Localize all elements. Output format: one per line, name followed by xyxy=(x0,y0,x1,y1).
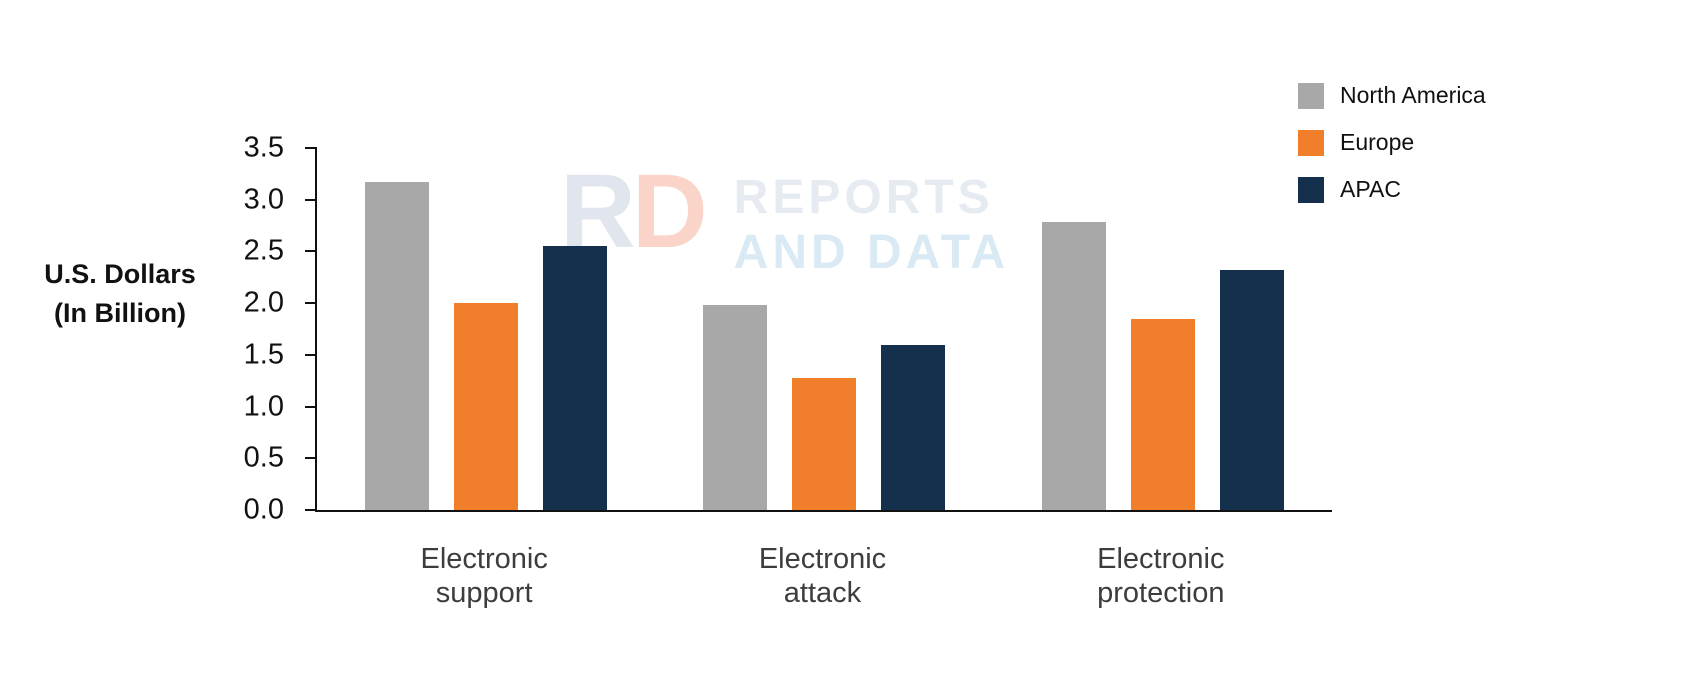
bar-north-america-electronic-support xyxy=(365,182,430,510)
legend-label-apac: APAC xyxy=(1340,176,1401,202)
y-tick-mark-2.0 xyxy=(305,302,317,305)
legend-swatch-north-america xyxy=(1298,82,1324,109)
x-axis-category-labels: Electronic support Electronic attack Elect… xyxy=(315,542,1330,610)
legend-swatch-europe xyxy=(1298,129,1324,156)
plot-area xyxy=(305,147,1332,512)
legend-item-north-america: North America xyxy=(1298,82,1486,109)
y-tick-label-0.5: 0.5 xyxy=(243,441,284,474)
legend-item-europe: Europe xyxy=(1298,129,1486,156)
bar-group-electronic-attack xyxy=(655,148,993,510)
y-tick-mark-0.0 xyxy=(305,509,317,511)
y-tick-mark-2.5 xyxy=(305,250,317,253)
bar-apac-electronic-protection xyxy=(1219,270,1284,510)
category-label-text: Electronic attack xyxy=(758,543,887,610)
y-tick-label-0.0: 0.0 xyxy=(243,493,284,526)
bar-north-america-electronic-attack xyxy=(703,305,768,510)
y-tick-mark-3.0 xyxy=(305,198,317,201)
y-tick-label-2.0: 2.0 xyxy=(243,286,284,319)
legend-item-apac: APAC xyxy=(1298,176,1486,203)
y-tick-label-1.0: 1.0 xyxy=(243,390,284,423)
legend-swatch-apac xyxy=(1298,176,1324,203)
y-tick-label-3.5: 3.5 xyxy=(243,131,284,164)
bar-group-electronic-protection xyxy=(994,148,1332,510)
bar-groups xyxy=(317,148,1332,510)
bar-europe-electronic-attack xyxy=(792,377,857,510)
y-tick-label-1.5: 1.5 xyxy=(243,338,284,371)
y-tick-mark-1.0 xyxy=(305,405,317,408)
bar-apac-electronic-support xyxy=(543,246,608,510)
y-tick-mark-0.5 xyxy=(305,457,317,460)
y-axis-title-line1: U.S. Dollars xyxy=(44,259,196,289)
category-label-electronic-protection: Electronic protection xyxy=(992,542,1330,610)
y-tick-mark-1.5 xyxy=(305,353,317,356)
legend: North America Europe APAC xyxy=(1298,82,1486,223)
bar-apac-electronic-attack xyxy=(881,344,946,510)
category-label-text: Electronic protection xyxy=(1097,543,1225,610)
category-label-electronic-attack: Electronic attack xyxy=(653,542,991,610)
y-axis-title-line2: (In Billion) xyxy=(54,298,186,329)
legend-label-europe: Europe xyxy=(1340,129,1415,155)
y-axis-title: U.S. Dollars (In Billion) xyxy=(20,255,220,333)
y-tick-mark-3.5 xyxy=(305,147,317,149)
y-tick-label-3.0: 3.0 xyxy=(243,183,284,216)
category-label-text: Electronic support xyxy=(420,543,548,610)
legend-label-north-america: North America xyxy=(1340,82,1486,108)
category-label-electronic-support: Electronic support xyxy=(315,542,653,610)
bar-europe-electronic-support xyxy=(454,303,519,510)
y-axis-tick-labels: 3.5 3.0 2.5 2.0 1.5 1.0 0.5 0.0 xyxy=(170,132,300,526)
y-tick-label-2.5: 2.5 xyxy=(243,234,284,267)
bar-europe-electronic-protection xyxy=(1130,318,1195,510)
bar-group-electronic-support xyxy=(317,148,655,510)
bar-north-america-electronic-protection xyxy=(1041,222,1106,510)
